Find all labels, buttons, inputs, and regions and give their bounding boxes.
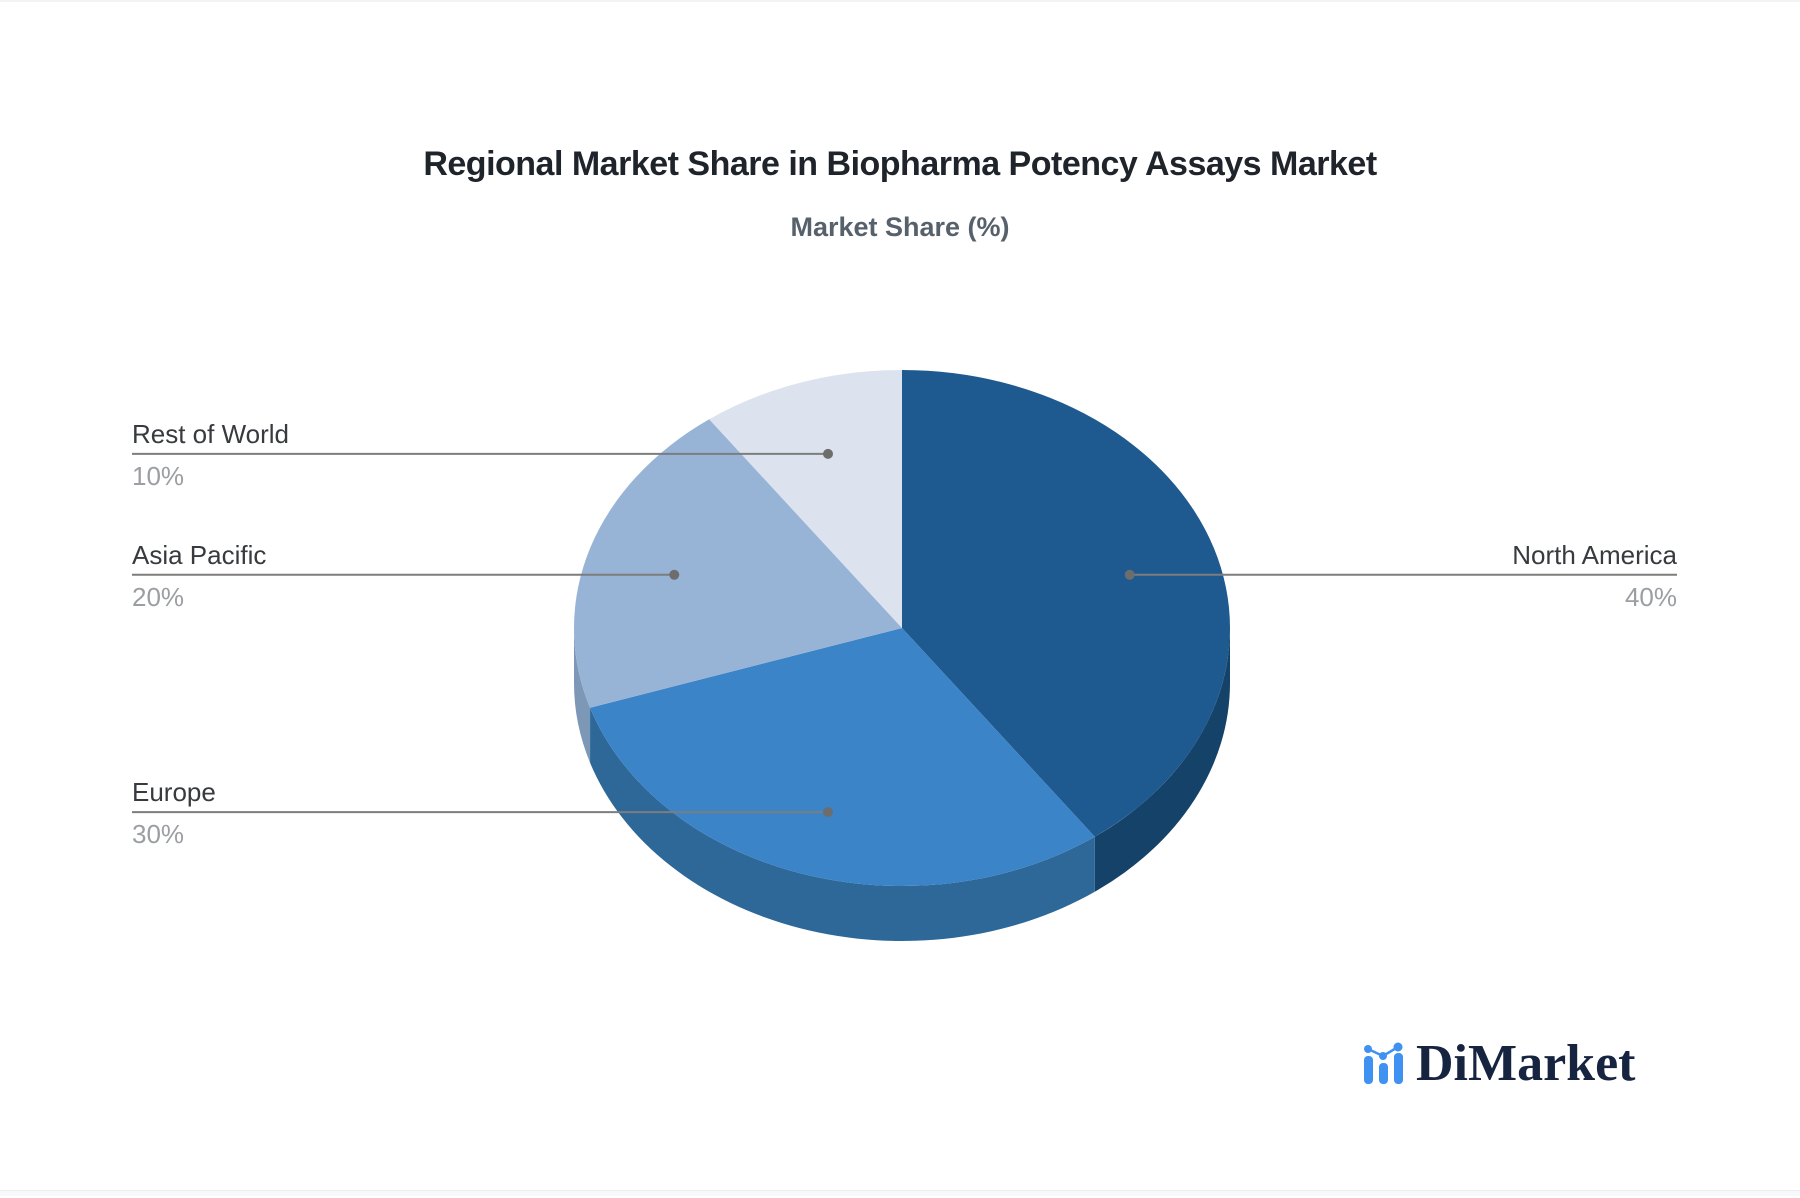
pie-label-percent: 10% bbox=[132, 460, 185, 491]
pie-label-name: Rest of World bbox=[132, 418, 290, 449]
bottom-border-strip bbox=[0, 1190, 1800, 1196]
pie-slice-europe bbox=[590, 628, 1095, 886]
pie-label-percent: 20% bbox=[132, 581, 185, 612]
pie-side-north-america bbox=[1094, 628, 1230, 892]
pie-side-europe bbox=[590, 707, 1095, 941]
pie-slice-rest-of-world bbox=[709, 370, 902, 628]
pie-slice-asia-pacific bbox=[574, 419, 902, 708]
pie-label-north-america: North America 40% bbox=[1512, 541, 1677, 611]
leader-dot-rest-of-world bbox=[823, 448, 834, 459]
leader-dot-asia-pacific bbox=[669, 569, 680, 580]
pie-label-rest-of-world: Rest of World 10% bbox=[132, 420, 289, 490]
pie-label-percent: 30% bbox=[132, 819, 185, 850]
brand-logo-text: DiMarket bbox=[1416, 1035, 1636, 1092]
chart-title: Regional Market Share in Biopharma Poten… bbox=[423, 144, 1377, 183]
pie-side-asia-pacific bbox=[574, 628, 591, 763]
pie-slice-north-america bbox=[902, 370, 1230, 837]
leader-dot-north-america bbox=[1124, 569, 1135, 580]
bar-line-chart-icon bbox=[1364, 1042, 1403, 1084]
pie-label-asia-pacific: Asia Pacific 20% bbox=[132, 541, 266, 611]
pie-label-name: Europe bbox=[132, 777, 216, 808]
pie-label-europe: Europe 30% bbox=[132, 778, 216, 848]
pie-label-percent: 40% bbox=[1624, 581, 1677, 612]
brand-logo: DiMarket bbox=[1360, 1038, 1635, 1090]
chart-subtitle: Market Share (%) bbox=[790, 212, 1010, 243]
pie-label-name: Asia Pacific bbox=[132, 539, 267, 570]
pie-label-name: North America bbox=[1512, 539, 1677, 570]
leader-dot-europe bbox=[823, 807, 834, 818]
